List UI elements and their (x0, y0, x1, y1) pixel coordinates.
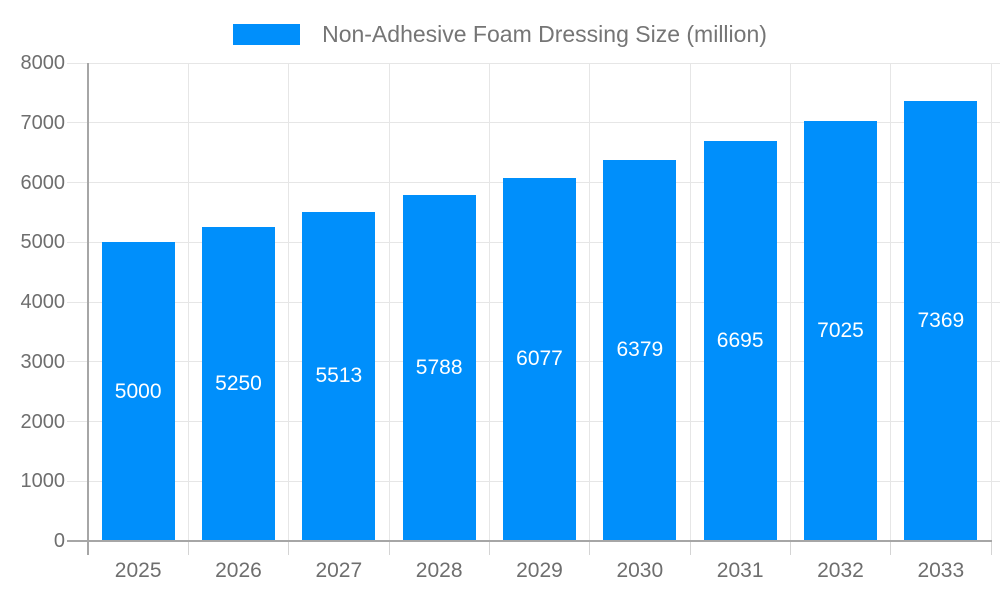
y-axis-line (87, 63, 89, 555)
x-axis-tick (990, 541, 992, 555)
bar-value-label: 5513 (315, 364, 363, 388)
x-gridline (488, 63, 490, 541)
x-axis-tick (589, 541, 591, 555)
x-axis-tick-label: 2028 (415, 559, 463, 582)
bar-2031[interactable]: 6695 (703, 140, 777, 541)
bar-2028[interactable]: 5788 (402, 195, 476, 541)
y-axis-tick-label: 2000 (20, 410, 66, 433)
x-axis-tick-label: 2025 (114, 559, 162, 582)
x-gridline (689, 63, 691, 541)
bar-value-label: 5250 (215, 372, 262, 396)
x-axis-tick-label: 2029 (516, 559, 563, 582)
x-gridline (789, 63, 791, 541)
bar-2029[interactable]: 6077 (503, 177, 576, 541)
legend-swatch (233, 23, 301, 45)
x-axis-tick (288, 541, 290, 555)
y-axis-tick-label: 3000 (20, 350, 66, 373)
x-axis-tick (689, 541, 691, 555)
bar-value-label: 6077 (516, 347, 563, 371)
x-axis-tick (488, 541, 490, 555)
bar-value-label: 7025 (817, 319, 864, 343)
x-axis-tick-label: 2032 (817, 559, 864, 582)
legend-label: Non-Adhesive Foam Dressing Size (million… (322, 21, 767, 47)
x-axis-tick-label: 2030 (616, 559, 664, 582)
y-gridline (67, 122, 1000, 124)
x-gridline (187, 63, 189, 541)
x-axis-tick-label: 2033 (917, 559, 965, 582)
x-axis-tick (789, 541, 791, 555)
x-gridline (288, 63, 290, 541)
bar-2026[interactable]: 5250 (202, 227, 275, 541)
legend-item[interactable]: Non-Adhesive Foam Dressing Size (million… (0, 21, 1000, 47)
x-gridline (388, 63, 390, 541)
y-axis-tick-label: 1000 (20, 470, 66, 493)
x-axis-tick (890, 541, 892, 555)
x-axis-tick-label: 2027 (315, 559, 363, 582)
y-axis-tick-label: 8000 (20, 52, 66, 74)
bar-value-label: 6379 (616, 338, 664, 362)
bar-value-label: 5788 (415, 356, 463, 380)
bar-2030[interactable]: 6379 (603, 159, 677, 541)
y-axis-tick-label: 0 (53, 530, 65, 552)
y-axis-tick-label: 5000 (20, 231, 66, 254)
bar-value-label: 5000 (114, 379, 162, 403)
x-axis-tick (388, 541, 390, 555)
bar-2033[interactable]: 7369 (904, 100, 978, 541)
x-axis-tick (187, 541, 189, 555)
bar-value-label: 7369 (917, 308, 965, 332)
x-axis-line (67, 540, 992, 542)
bar-2025[interactable]: 5000 (101, 242, 175, 541)
x-gridline (990, 63, 992, 541)
x-gridline (589, 63, 591, 541)
y-axis-tick-label: 6000 (20, 171, 66, 194)
x-gridline (890, 63, 892, 541)
y-axis-tick-label: 4000 (20, 291, 66, 313)
bar-2027[interactable]: 5513 (302, 211, 376, 541)
x-axis-tick-label: 2026 (215, 559, 262, 582)
bar-2032[interactable]: 7025 (804, 121, 877, 541)
y-gridline (67, 62, 1000, 64)
x-axis-tick-label: 2031 (716, 559, 764, 582)
y-axis-tick-label: 7000 (20, 111, 66, 134)
bar-value-label: 6695 (716, 328, 764, 352)
